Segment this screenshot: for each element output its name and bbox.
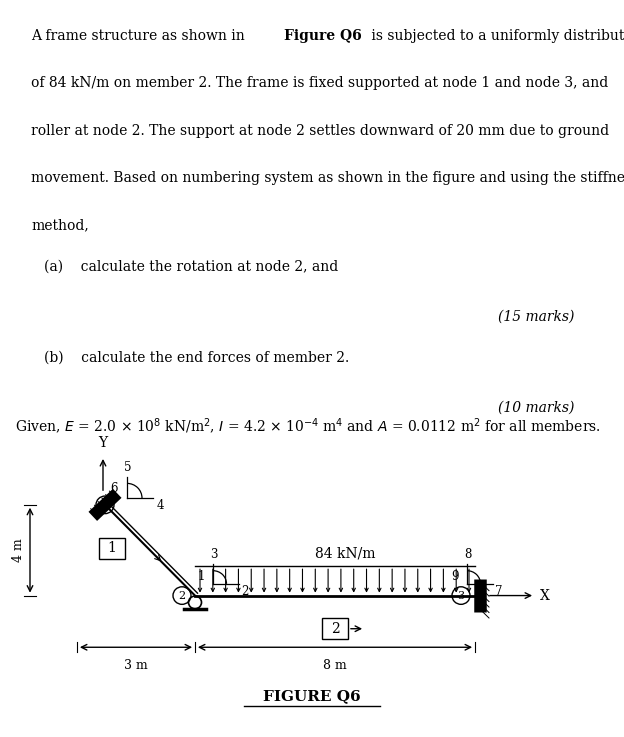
Text: 4 m: 4 m: [12, 538, 25, 562]
Text: A frame structure as shown in: A frame structure as shown in: [31, 29, 250, 43]
Text: 5: 5: [124, 461, 132, 474]
Text: roller at node 2. The support at node 2 settles downward of 20 mm due to ground: roller at node 2. The support at node 2 …: [31, 124, 609, 138]
Text: 3: 3: [210, 548, 218, 562]
FancyBboxPatch shape: [99, 537, 125, 559]
Text: (10 marks): (10 marks): [498, 400, 574, 414]
Text: 3 m: 3 m: [124, 659, 148, 672]
Text: method,: method,: [31, 219, 89, 233]
Text: of 84 kN/m on member 2. The frame is fixed supported at node 1 and node 3, and: of 84 kN/m on member 2. The frame is fix…: [31, 77, 608, 91]
Text: 1: 1: [198, 570, 205, 582]
Text: 2: 2: [241, 585, 248, 598]
Text: 1: 1: [102, 500, 109, 510]
Text: movement. Based on numbering system as shown in the figure and using the stiffne: movement. Based on numbering system as s…: [31, 171, 624, 185]
Text: Figure Q6: Figure Q6: [284, 29, 362, 43]
Text: 9: 9: [452, 570, 459, 582]
Text: (b)    calculate the end forces of member 2.: (b) calculate the end forces of member 2…: [44, 351, 349, 365]
Text: 1: 1: [107, 541, 117, 555]
Text: Given, $E$ = 2.0 $\times$ 10$^{8}$ kN/m$^{2}$, $I$ = 4.2 $\times$ 10$^{-4}$ m$^{: Given, $E$ = 2.0 $\times$ 10$^{8}$ kN/m$…: [15, 417, 601, 437]
Text: 7: 7: [495, 585, 502, 598]
Text: X: X: [540, 589, 550, 603]
Text: FIGURE Q6: FIGURE Q6: [263, 689, 361, 703]
Text: (15 marks): (15 marks): [498, 310, 574, 324]
Text: 84 kN/m: 84 kN/m: [314, 546, 375, 560]
Text: 4: 4: [157, 499, 165, 512]
Text: is subjected to a uniformly distributed load: is subjected to a uniformly distributed …: [367, 29, 624, 43]
Text: 3: 3: [457, 590, 464, 601]
Text: 2: 2: [331, 622, 339, 636]
Text: 6: 6: [110, 482, 118, 495]
Text: 8: 8: [464, 548, 472, 562]
Text: (a)    calculate the rotation at node 2, and: (a) calculate the rotation at node 2, an…: [44, 260, 338, 274]
Text: Y: Y: [99, 436, 107, 450]
FancyBboxPatch shape: [322, 618, 348, 640]
Text: 8 m: 8 m: [323, 659, 347, 672]
Text: 2: 2: [178, 590, 185, 601]
